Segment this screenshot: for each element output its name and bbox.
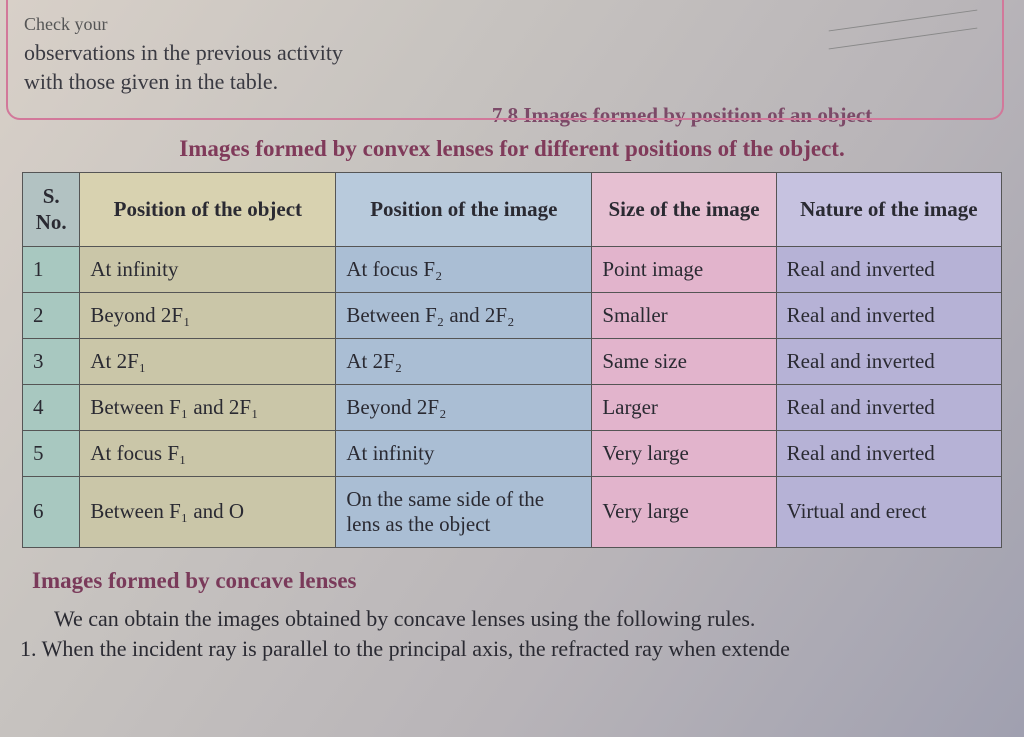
cell-objpos: Between F₁ and 2F₁ bbox=[80, 384, 336, 430]
cell-size: Point image bbox=[592, 246, 776, 292]
cell-size: Smaller bbox=[592, 292, 776, 338]
table-row: 3 At 2F₁ At 2F₂ Same size Real and inver… bbox=[23, 338, 1002, 384]
cell-imgpos: At infinity bbox=[336, 430, 592, 476]
cell-sno: 2 bbox=[23, 292, 80, 338]
cell-imgpos: At focus F₂ bbox=[336, 246, 592, 292]
body-paragraph-1: We can obtain the images obtained by con… bbox=[54, 604, 1000, 635]
col-header-sno: S. No. bbox=[23, 173, 80, 247]
convex-lens-table: S. No. Position of the object Position o… bbox=[22, 172, 1002, 548]
table-row: 6 Between F₁ and O On the same side of t… bbox=[23, 476, 1002, 547]
cell-objpos: At 2F₁ bbox=[80, 338, 336, 384]
cell-nature: Real and inverted bbox=[776, 430, 1001, 476]
cell-nature: Real and inverted bbox=[776, 384, 1001, 430]
col-header-nature: Nature of the image bbox=[776, 173, 1001, 247]
body-paragraph-2: 1. When the incident ray is parallel to … bbox=[20, 634, 1010, 665]
section-title: Images formed by convex lenses for diffe… bbox=[14, 136, 1010, 162]
cell-sno: 1 bbox=[23, 246, 80, 292]
concave-subheading: Images formed by concave lenses bbox=[32, 568, 1010, 594]
col-header-imgpos: Position of the image bbox=[336, 173, 592, 247]
cell-sno: 4 bbox=[23, 384, 80, 430]
col-header-objpos: Position of the object bbox=[80, 173, 336, 247]
cell-nature: Virtual and erect bbox=[776, 476, 1001, 547]
cell-objpos: Beyond 2F₁ bbox=[80, 292, 336, 338]
col-header-size: Size of the image bbox=[592, 173, 776, 247]
cell-objpos: At focus F₁ bbox=[80, 430, 336, 476]
page-root: Check your observations in the previous … bbox=[0, 0, 1024, 673]
fragment-line1: observations in the previous activity bbox=[24, 40, 343, 65]
cell-sno: 6 bbox=[23, 476, 80, 547]
fragment-line2: with those given in the table. bbox=[24, 69, 278, 94]
table-row: 4 Between F₁ and 2F₁ Beyond 2F₂ Larger R… bbox=[23, 384, 1002, 430]
cell-imgpos: At 2F₂ bbox=[336, 338, 592, 384]
table-row: 5 At focus F₁ At infinity Very large Rea… bbox=[23, 430, 1002, 476]
cell-imgpos: On the same side of the lens as the obje… bbox=[336, 476, 592, 547]
cell-size: Larger bbox=[592, 384, 776, 430]
cell-size: Same size bbox=[592, 338, 776, 384]
cell-nature: Real and inverted bbox=[776, 292, 1001, 338]
cell-sno: 3 bbox=[23, 338, 80, 384]
table-row: 1 At infinity At focus F₂ Point image Re… bbox=[23, 246, 1002, 292]
table-header-row: S. No. Position of the object Position o… bbox=[23, 173, 1002, 247]
cell-nature: Real and inverted bbox=[776, 338, 1001, 384]
cell-imgpos: Between F₂ and 2F₂ bbox=[336, 292, 592, 338]
table-body: 1 At infinity At focus F₂ Point image Re… bbox=[23, 246, 1002, 547]
cell-objpos: Between F₁ and O bbox=[80, 476, 336, 547]
cell-size: Very large bbox=[592, 430, 776, 476]
cell-size: Very large bbox=[592, 476, 776, 547]
cell-nature: Real and inverted bbox=[776, 246, 1001, 292]
table-row: 2 Beyond 2F₁ Between F₂ and 2F₂ Smaller … bbox=[23, 292, 1002, 338]
figure-caption: 7.8 Images formed by position of an obje… bbox=[354, 103, 1010, 128]
cell-sno: 5 bbox=[23, 430, 80, 476]
top-fragment: Check your observations in the previous … bbox=[24, 8, 1010, 97]
fragment-line0: Check your bbox=[24, 14, 107, 34]
cell-imgpos: Beyond 2F₂ bbox=[336, 384, 592, 430]
cell-objpos: At infinity bbox=[80, 246, 336, 292]
